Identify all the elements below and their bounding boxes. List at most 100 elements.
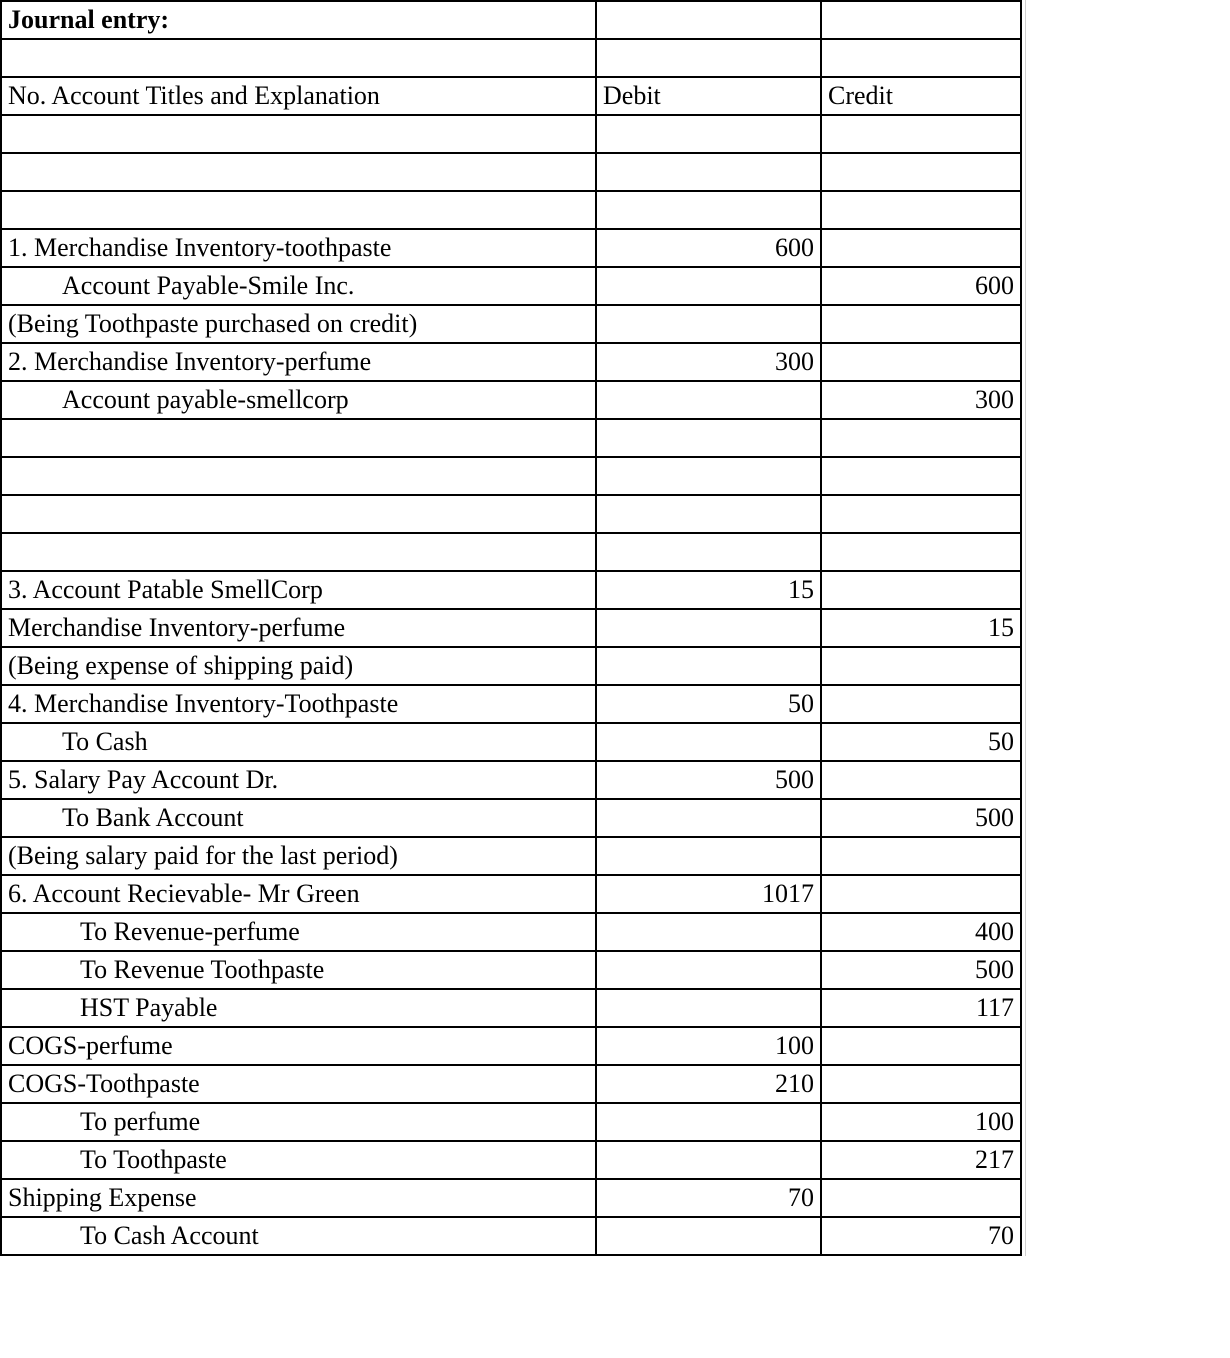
table-row: (Being expense of shipping paid) bbox=[1, 647, 1021, 685]
table-row: COGS-Toothpaste210 bbox=[1, 1065, 1021, 1103]
account-cell bbox=[1, 533, 596, 571]
debit-cell bbox=[596, 837, 821, 875]
account-cell: To Toothpaste bbox=[1, 1141, 596, 1179]
debit-cell bbox=[596, 989, 821, 1027]
debit-cell bbox=[596, 951, 821, 989]
debit-cell: 300 bbox=[596, 343, 821, 381]
credit-cell: 100 bbox=[821, 1103, 1021, 1141]
debit-cell bbox=[596, 419, 821, 457]
debit-cell: 15 bbox=[596, 571, 821, 609]
debit-cell: 100 bbox=[596, 1027, 821, 1065]
debit-cell bbox=[596, 381, 821, 419]
credit-cell bbox=[821, 115, 1021, 153]
table-row bbox=[1, 419, 1021, 457]
credit-cell bbox=[821, 685, 1021, 723]
account-cell: (Being Toothpaste purchased on credit) bbox=[1, 305, 596, 343]
account-cell: 5. Salary Pay Account Dr. bbox=[1, 761, 596, 799]
credit-cell: 70 bbox=[821, 1217, 1021, 1255]
account-cell: 6. Account Recievable- Mr Green bbox=[1, 875, 596, 913]
table-row: To perfume 100 bbox=[1, 1103, 1021, 1141]
credit-cell: 500 bbox=[821, 951, 1021, 989]
debit-cell bbox=[596, 1217, 821, 1255]
account-cell: 3. Account Patable SmellCorp bbox=[1, 571, 596, 609]
table-row: To Revenue-perfume400 bbox=[1, 913, 1021, 951]
table-row: To Cash 50 bbox=[1, 723, 1021, 761]
table-row: 1. Merchandise Inventory-toothpaste600 bbox=[1, 229, 1021, 267]
account-cell bbox=[1, 39, 596, 77]
debit-cell bbox=[596, 609, 821, 647]
credit-cell bbox=[821, 419, 1021, 457]
journal-entry-table: Journal entry: No. Account Titles and Exp… bbox=[0, 0, 1022, 1256]
credit-cell bbox=[821, 533, 1021, 571]
account-cell: No. Account Titles and Explanation bbox=[1, 77, 596, 115]
credit-cell bbox=[821, 457, 1021, 495]
credit-cell bbox=[821, 153, 1021, 191]
debit-cell bbox=[596, 1141, 821, 1179]
table-row bbox=[1, 115, 1021, 153]
account-cell: Account Payable-Smile Inc. bbox=[1, 267, 596, 305]
debit-cell bbox=[596, 267, 821, 305]
account-cell: HST Payable bbox=[1, 989, 596, 1027]
debit-cell bbox=[596, 495, 821, 533]
debit-cell bbox=[596, 533, 821, 571]
account-cell: To perfume bbox=[1, 1103, 596, 1141]
table-row: To Revenue Toothpaste500 bbox=[1, 951, 1021, 989]
account-cell: COGS-Toothpaste bbox=[1, 1065, 596, 1103]
table-row bbox=[1, 39, 1021, 77]
account-cell: (Being salary paid for the last period) bbox=[1, 837, 596, 875]
table-row: To Toothpaste 217 bbox=[1, 1141, 1021, 1179]
table-row: Merchandise Inventory-perfume 15 bbox=[1, 609, 1021, 647]
account-cell: To Revenue-perfume bbox=[1, 913, 596, 951]
credit-cell: 600 bbox=[821, 267, 1021, 305]
table-row: Account payable-smellcorp 300 bbox=[1, 381, 1021, 419]
debit-cell bbox=[596, 115, 821, 153]
debit-cell: Debit bbox=[596, 77, 821, 115]
debit-cell bbox=[596, 1103, 821, 1141]
table-row: Shipping Expense70 bbox=[1, 1179, 1021, 1217]
credit-cell bbox=[821, 229, 1021, 267]
account-cell: 2. Merchandise Inventory-perfume bbox=[1, 343, 596, 381]
debit-cell bbox=[596, 913, 821, 951]
account-cell bbox=[1, 419, 596, 457]
credit-cell: 117 bbox=[821, 989, 1021, 1027]
account-cell: Shipping Expense bbox=[1, 1179, 596, 1217]
credit-cell: 15 bbox=[821, 609, 1021, 647]
table-row: COGS-perfume100 bbox=[1, 1027, 1021, 1065]
table-row: 4. Merchandise Inventory-Toothpaste50 bbox=[1, 685, 1021, 723]
credit-cell bbox=[821, 571, 1021, 609]
debit-cell bbox=[596, 153, 821, 191]
account-cell: (Being expense of shipping paid) bbox=[1, 647, 596, 685]
table-row: (Being Toothpaste purchased on credit) bbox=[1, 305, 1021, 343]
table-row: 3. Account Patable SmellCorp15 bbox=[1, 571, 1021, 609]
table-row: (Being salary paid for the last period) bbox=[1, 837, 1021, 875]
credit-cell bbox=[821, 1179, 1021, 1217]
table-row: HST Payable 117 bbox=[1, 989, 1021, 1027]
credit-cell bbox=[821, 647, 1021, 685]
table-row: No. Account Titles and ExplanationDebitC… bbox=[1, 77, 1021, 115]
credit-cell bbox=[821, 191, 1021, 229]
account-cell: Account payable-smellcorp bbox=[1, 381, 596, 419]
account-cell bbox=[1, 115, 596, 153]
account-cell bbox=[1, 191, 596, 229]
credit-cell: 217 bbox=[821, 1141, 1021, 1179]
table-row bbox=[1, 495, 1021, 533]
account-cell: Merchandise Inventory-perfume bbox=[1, 609, 596, 647]
extra-gridlines bbox=[1020, 0, 1230, 1256]
table-row: 5. Salary Pay Account Dr.500 bbox=[1, 761, 1021, 799]
debit-cell: 500 bbox=[596, 761, 821, 799]
debit-cell: 1017 bbox=[596, 875, 821, 913]
credit-cell bbox=[821, 39, 1021, 77]
credit-cell bbox=[821, 761, 1021, 799]
credit-cell: 50 bbox=[821, 723, 1021, 761]
account-cell: COGS-perfume bbox=[1, 1027, 596, 1065]
debit-cell bbox=[596, 39, 821, 77]
account-cell: 4. Merchandise Inventory-Toothpaste bbox=[1, 685, 596, 723]
credit-cell bbox=[821, 495, 1021, 533]
account-cell: To Cash bbox=[1, 723, 596, 761]
account-cell bbox=[1, 153, 596, 191]
table-row: Journal entry: bbox=[1, 1, 1021, 39]
credit-cell: 300 bbox=[821, 381, 1021, 419]
credit-cell bbox=[821, 837, 1021, 875]
table-row: To Cash Account70 bbox=[1, 1217, 1021, 1255]
debit-cell: 50 bbox=[596, 685, 821, 723]
